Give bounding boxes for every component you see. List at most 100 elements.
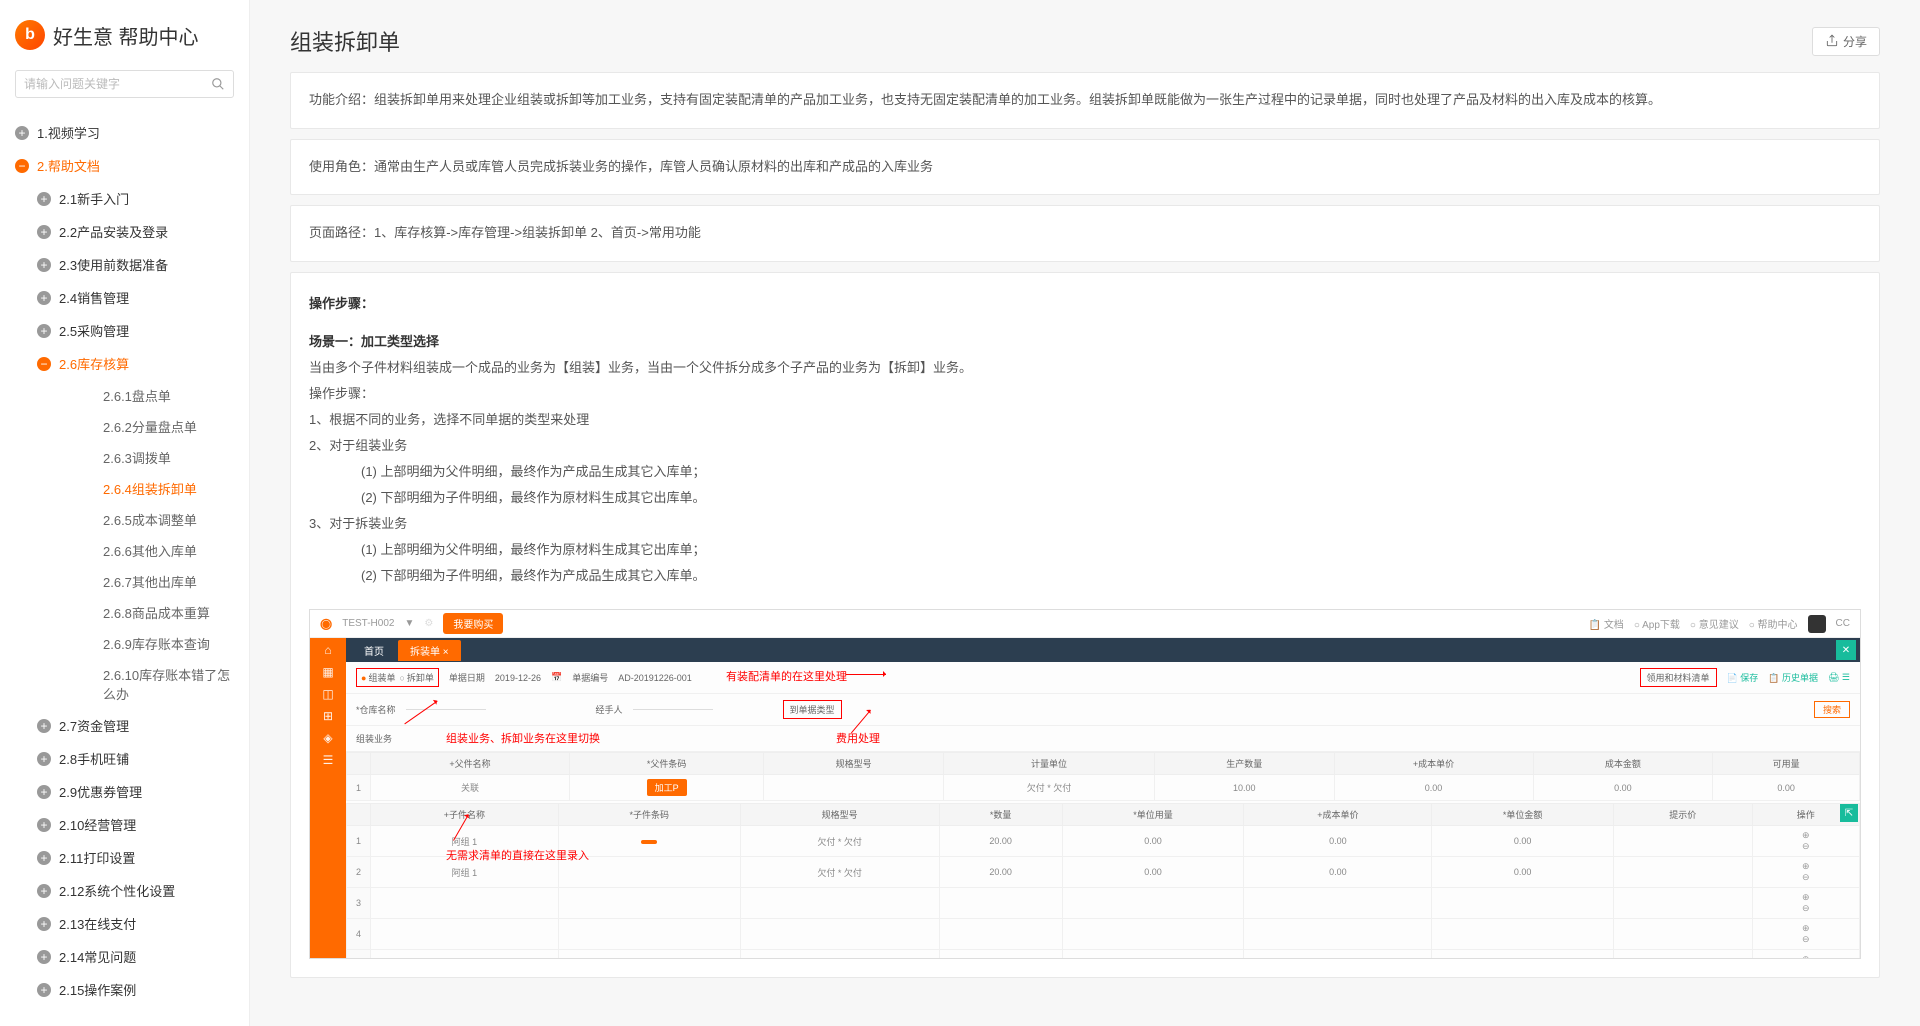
expand-icon[interactable]: + [37, 983, 51, 997]
ss-radio-group: 组装单 拆卸单 [356, 668, 439, 687]
nav-label: 2.帮助文档 [37, 156, 100, 175]
expand-icon[interactable]: + [37, 225, 51, 239]
nav-item[interactable]: +2.5采购管理 [37, 314, 234, 347]
nav-label: 2.12系统个性化设置 [59, 881, 175, 900]
nav-leaf[interactable]: 2.6.5成本调整单 [59, 504, 234, 535]
ss-dropdown-icon: ▼ [404, 618, 414, 629]
ss-close-icon: ✕ [1836, 640, 1856, 660]
nav-label: 2.8手机旺铺 [59, 749, 129, 768]
nav-item[interactable]: −2.帮助文档 [15, 149, 234, 182]
nav-item[interactable]: +2.15操作案例 [37, 973, 234, 1006]
expand-icon[interactable]: + [37, 291, 51, 305]
logo-icon: b [15, 20, 45, 50]
nav-leaf[interactable]: 2.6.9库存账本查询 [59, 628, 234, 659]
steps-heading: 操作步骤： [309, 381, 1861, 407]
nav-label: 2.13在线支付 [59, 914, 136, 933]
step2-2: (2) 下部明细为子件明细，最终作为原材料生成其它出库单。 [309, 485, 1861, 511]
nav-leaf[interactable]: 2.6.4组装拆卸单 [59, 473, 234, 504]
nav-item[interactable]: +1.视频学习 [15, 116, 234, 149]
nav-item[interactable]: +2.9优惠券管理 [37, 775, 234, 808]
expand-icon[interactable]: + [37, 324, 51, 338]
nav-label: 2.5采购管理 [59, 321, 129, 340]
nav-item[interactable]: +2.8手机旺铺 [37, 742, 234, 775]
search-icon [211, 77, 225, 91]
nav-label: 2.15操作案例 [59, 980, 136, 999]
nav-label: 2.7资金管理 [59, 716, 129, 735]
ss-annotation-4: 无需求清单的直接在这里录入 [446, 847, 589, 863]
expand-icon[interactable]: + [37, 851, 51, 865]
nav-item[interactable]: +2.10经营管理 [37, 808, 234, 841]
expand-icon[interactable]: + [37, 752, 51, 766]
expand-icon[interactable]: + [37, 258, 51, 272]
nav-label: 2.10经营管理 [59, 815, 136, 834]
collapse-icon[interactable]: − [15, 159, 29, 173]
path-card: 页面路径：1、库存核算->库存管理->组装拆卸单 2、首页->常用功能 [290, 205, 1880, 262]
ss-left-nav: ⌂▦◫⊞◈☰ [310, 638, 346, 958]
step1: 1、根据不同的业务，选择不同单据的类型来处理 [309, 407, 1861, 433]
expand-icon[interactable]: + [37, 719, 51, 733]
ss-tab-active: 拆装单 × [398, 640, 461, 661]
nav-leaf[interactable]: 2.6.7其他出库单 [59, 566, 234, 597]
nav-item[interactable]: +2.12系统个性化设置 [37, 874, 234, 907]
nav-leaf[interactable]: 2.6.6其他入库单 [59, 535, 234, 566]
ss-avatar-icon [1808, 615, 1826, 633]
path-text: 页面路径：1、库存核算->库存管理->组装拆卸单 2、首页->常用功能 [309, 225, 701, 240]
main-content: 组装拆卸单 分享 功能介绍：组装拆卸单用来处理企业组装或拆卸等加工业务，支持有固… [250, 0, 1920, 1026]
ss-parent-table: +父件名称*父件条码规格型号计量单位生产数量+成本单价成本金额可用量1关联加工P… [346, 752, 1860, 801]
nav-item[interactable]: +2.4销售管理 [37, 281, 234, 314]
nav-item[interactable]: −2.6库存核算 [37, 347, 234, 380]
nav-label: 2.2产品安装及登录 [59, 222, 168, 241]
nav-leaf[interactable]: 2.6.8商品成本重算 [59, 597, 234, 628]
ss-annotation-2: 组装业务、拆卸业务在这里切换 [446, 730, 600, 746]
scene-desc: 当由多个子件材料组装成一个成品的业务为【组装】业务，当由一个父件拆分成多个子产品… [309, 355, 1861, 381]
embedded-screenshot: ◉ TEST-H002 ▼ ⚙ 我要购买 📋 文档 ○ App下载 ○ 意见建议… [309, 609, 1861, 959]
expand-icon[interactable]: + [37, 785, 51, 799]
expand-icon[interactable]: + [37, 884, 51, 898]
expand-icon[interactable]: + [37, 818, 51, 832]
nav-label: 2.1新手入门 [59, 189, 129, 208]
collapse-icon[interactable]: − [37, 357, 51, 371]
nav-leaf[interactable]: 2.6.10库存账本错了怎么办 [59, 659, 234, 709]
nav-item[interactable]: +2.3使用前数据准备 [37, 248, 234, 281]
step3-2: (2) 下部明细为子件明细，最终作为产成品生成其它入库单。 [309, 563, 1861, 589]
nav-label: 2.9优惠券管理 [59, 782, 142, 801]
nav-label: 1.视频学习 [37, 123, 100, 142]
nav-leaf[interactable]: 2.6.2分量盘点单 [59, 411, 234, 442]
nav-list: +1.视频学习−2.帮助文档+2.1新手入门+2.2产品安装及登录+2.3使用前… [15, 116, 234, 1006]
nav-item[interactable]: +2.13在线支付 [37, 907, 234, 940]
search-box[interactable] [15, 70, 234, 98]
expand-icon[interactable]: + [15, 126, 29, 140]
app-name: 好生意 帮助中心 [53, 21, 199, 50]
expand-icon[interactable]: + [37, 192, 51, 206]
ss-logo-icon: ◉ [320, 615, 332, 632]
expand-icon[interactable]: + [37, 950, 51, 964]
step3-1: (1) 上部明细为父件明细，最终作为原材料生成其它出库单； [309, 537, 1861, 563]
steps-title: 操作步骤： [309, 291, 1861, 317]
step2: 2、对于组装业务 [309, 433, 1861, 459]
logo: b 好生意 帮助中心 [15, 20, 234, 50]
expand-icon[interactable]: + [37, 917, 51, 931]
ss-tab-home: 首页 [352, 640, 396, 661]
share-button[interactable]: 分享 [1812, 27, 1880, 56]
ss-test-label: TEST-H002 [342, 618, 394, 629]
nav-leaf[interactable]: 2.6.1盘点单 [59, 380, 234, 411]
content-card: 操作步骤： 场景一：加工类型选择 当由多个子件材料组装成一个成品的业务为【组装】… [290, 272, 1880, 978]
intro-text: 功能介绍：组装拆卸单用来处理企业组装或拆卸等加工业务，支持有固定装配清单的产品加… [309, 92, 1661, 107]
nav-item[interactable]: +2.14常见问题 [37, 940, 234, 973]
nav-item[interactable]: +2.1新手入门 [37, 182, 234, 215]
ss-child-table: +子件名称*子件条码规格型号*数量*单位用量+成本单价*单位金额提示价操作1阿组… [346, 803, 1860, 958]
nav-item[interactable]: +2.11打印设置 [37, 841, 234, 874]
nav-item[interactable]: +2.7资金管理 [37, 709, 234, 742]
nav-label: 2.6库存核算 [59, 354, 129, 373]
nav-label: 2.4销售管理 [59, 288, 129, 307]
sidebar: b 好生意 帮助中心 +1.视频学习−2.帮助文档+2.1新手入门+2.2产品安… [0, 0, 250, 1026]
ss-annotation-1: 有装配清单的在这里处理 [726, 668, 847, 684]
scene-title: 场景一：加工类型选择 [309, 329, 1861, 355]
ss-buy-button: 我要购买 [443, 613, 503, 634]
search-input[interactable] [24, 77, 211, 91]
nav-label: 2.3使用前数据准备 [59, 255, 168, 274]
role-text: 使用角色：通常由生产人员或库管人员完成拆装业务的操作，库管人员确认原材料的出库和… [309, 159, 933, 174]
step3: 3、对于拆装业务 [309, 511, 1861, 537]
nav-item[interactable]: +2.2产品安装及登录 [37, 215, 234, 248]
nav-leaf[interactable]: 2.6.3调拨单 [59, 442, 234, 473]
